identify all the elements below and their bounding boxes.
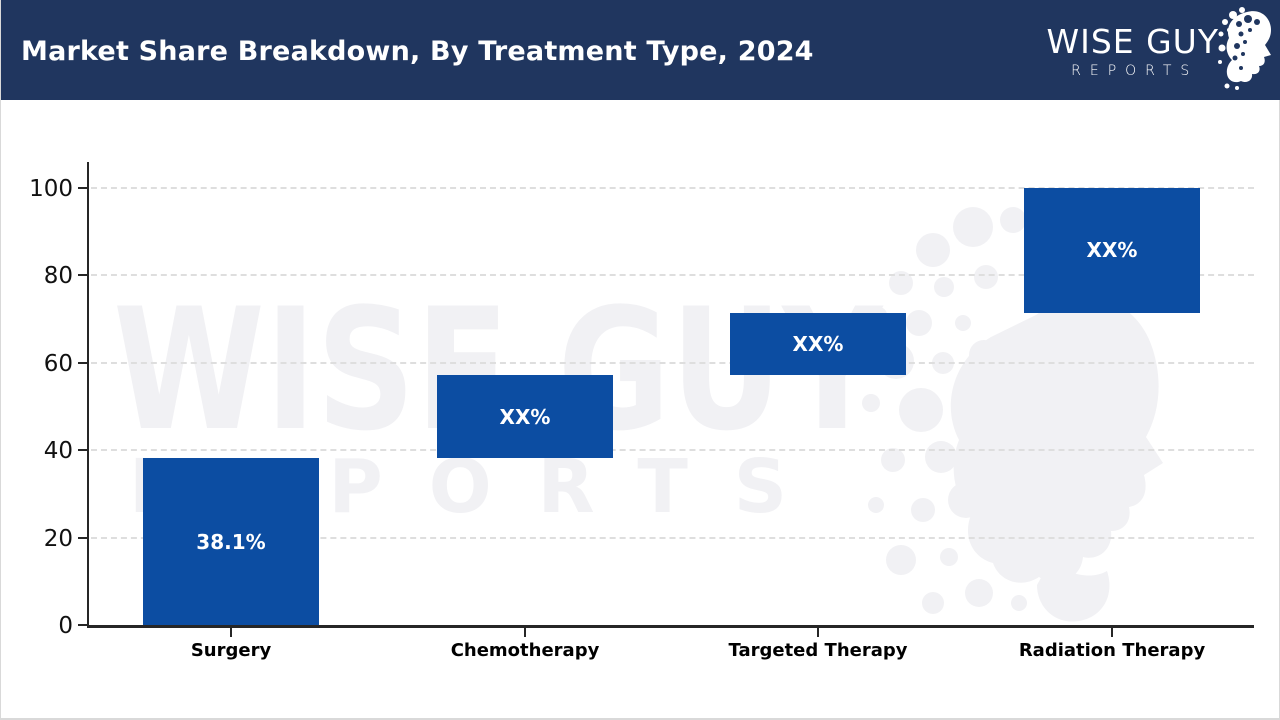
gridline-y-40 [91, 449, 1254, 451]
gridline-y-80 [91, 274, 1254, 276]
x-axis-line [87, 625, 1254, 628]
bar-targeted-therapy [730, 312, 906, 376]
category-label: Chemotherapy [450, 640, 600, 661]
x-tick-mark-2 [524, 628, 526, 637]
bar-value-label: XX% [1086, 238, 1138, 263]
gridline-y-60 [91, 361, 1254, 364]
chart-title: Market Share Breakdown, By Treatment Typ… [21, 36, 814, 67]
bar-surgery [143, 458, 319, 625]
category-label: Targeted Therapy [728, 640, 908, 661]
y-tick-mark-0 [78, 624, 87, 626]
gridline-y-100 [91, 186, 1254, 189]
bar-value-label: 38.1% [196, 529, 266, 554]
y-axis-line [87, 162, 89, 628]
bar-chemotherapy [437, 375, 613, 459]
y-tick-mark-40 [78, 449, 87, 451]
bar-radiation-therapy [1024, 187, 1200, 313]
y-tick-label: 40 [43, 438, 73, 464]
bar-value-label: XX% [499, 404, 551, 429]
brand-logo: WISE GUY REPORTS [1046, 22, 1219, 79]
y-tick-label: 20 [43, 525, 73, 552]
y-tick-mark-20 [78, 536, 87, 539]
category-label: Radiation Therapy [1018, 640, 1206, 661]
gridline-y-20 [91, 536, 1254, 539]
y-tick-mark-60 [78, 361, 87, 364]
y-tick-mark-80 [78, 274, 87, 276]
x-tick-mark-1 [230, 628, 232, 637]
y-tick-mark-100 [78, 186, 87, 189]
brand-subtitle: REPORTS [1071, 63, 1199, 79]
header-banner: Market Share Breakdown, By Treatment Typ… [1, 0, 1280, 100]
bar-value-label: XX% [792, 331, 844, 356]
x-tick-mark-4 [1111, 628, 1113, 637]
x-tick-mark-3 [817, 628, 819, 637]
brand-name: WISE GUY [1046, 22, 1219, 61]
y-tick-label: 0 [58, 613, 73, 639]
y-tick-label: 100 [29, 175, 73, 202]
y-tick-label: 80 [43, 263, 73, 289]
y-tick-label: 60 [43, 350, 73, 377]
brand-head-icon [1218, 7, 1271, 90]
category-label: Surgery [190, 640, 272, 661]
